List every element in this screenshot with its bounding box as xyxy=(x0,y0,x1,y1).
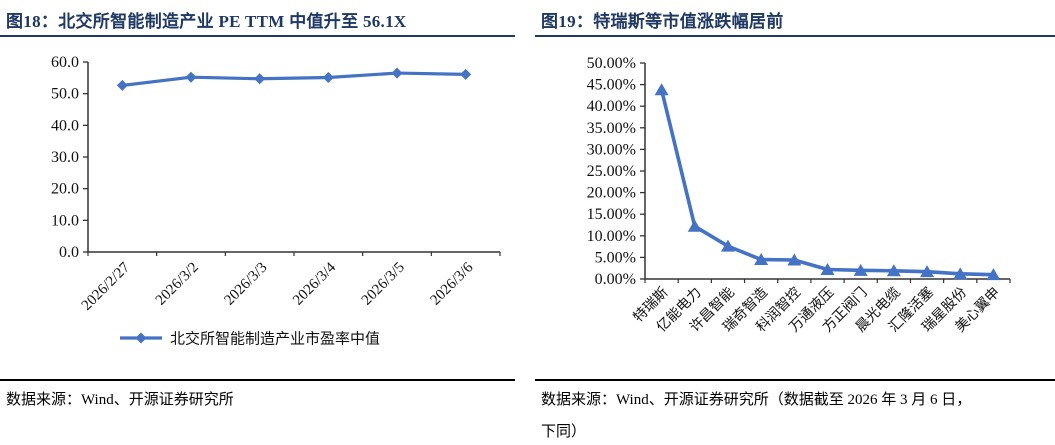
svg-text:20.0: 20.0 xyxy=(51,181,79,198)
figure-19-title-rule xyxy=(535,35,1055,37)
figure-18-source-rule xyxy=(0,379,515,381)
svg-text:50.00%: 50.00% xyxy=(587,55,636,72)
svg-text:0.0: 0.0 xyxy=(59,244,79,261)
svg-text:北交所智能制造产业市盈率中值: 北交所智能制造产业市盈率中值 xyxy=(170,330,380,348)
svg-text:45.00%: 45.00% xyxy=(587,77,636,94)
svg-text:30.00%: 30.00% xyxy=(587,141,636,158)
svg-text:2026/3/5: 2026/3/5 xyxy=(359,260,408,309)
figure-19-source: 数据来源：Wind、开源证券研究所（数据截至 2026 年 3 月 6 日， 下… xyxy=(541,392,972,440)
svg-text:40.00%: 40.00% xyxy=(587,98,636,115)
svg-text:10.0: 10.0 xyxy=(51,212,79,229)
svg-text:40.0: 40.0 xyxy=(51,117,79,134)
svg-text:2026/3/2: 2026/3/2 xyxy=(153,260,202,309)
svg-text:10.00%: 10.00% xyxy=(587,228,636,245)
figure-18: 图18：北交所智能制造产业 PE TTM 中值升至 56.1X 0.0 10.0 2… xyxy=(0,0,515,445)
figure-19-title: 图19：特瑞斯等市值涨跌幅居前 xyxy=(541,12,784,31)
svg-text:50.0: 50.0 xyxy=(51,86,79,103)
figure-18-source: 数据来源：Wind、开源证券研究所 xyxy=(6,392,234,408)
svg-text:35.00%: 35.00% xyxy=(587,120,636,137)
svg-text:2026/2/27: 2026/2/27 xyxy=(79,259,134,314)
svg-text:2026/3/6: 2026/3/6 xyxy=(427,259,476,308)
svg-text:60.0: 60.0 xyxy=(51,54,79,71)
figure-18-title-rule xyxy=(0,35,515,37)
svg-text:20.00%: 20.00% xyxy=(587,185,636,202)
pe-ttm-median-line-chart: 0.0 10.0 20.0 30.0 40.0 50.0 60.0 2026/2/27 2026… xyxy=(51,54,501,348)
svg-text:2026/3/4: 2026/3/4 xyxy=(290,259,339,308)
figure-18-title: 图18：北交所智能制造产业 PE TTM 中值升至 56.1X xyxy=(6,12,407,31)
svg-text:30.0: 30.0 xyxy=(51,149,79,166)
svg-text:15.00%: 15.00% xyxy=(587,206,636,223)
svg-text:25.00%: 25.00% xyxy=(587,163,636,180)
svg-text:5.00%: 5.00% xyxy=(595,249,636,266)
svg-text:2026/3/3: 2026/3/3 xyxy=(221,260,270,309)
market-cap-change-line-chart: 0.00% 5.00% 10.00% 15.00% 20.00% 25.00% 30.00%… xyxy=(587,55,1011,335)
figure-19: 图19：特瑞斯等市值涨跌幅居前 0.00% 5.00% 10.00% 15.00% 20… xyxy=(535,0,1055,445)
figure-19-source-rule xyxy=(535,379,1055,381)
svg-text:0.00%: 0.00% xyxy=(595,271,636,288)
